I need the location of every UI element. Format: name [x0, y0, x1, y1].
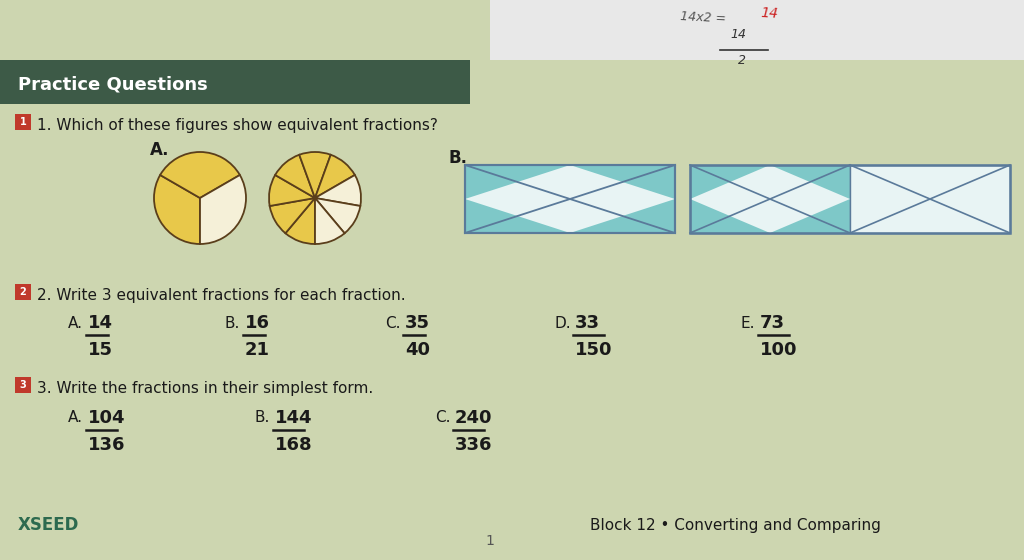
Wedge shape — [160, 152, 240, 198]
Text: Block 12 • Converting and Comparing: Block 12 • Converting and Comparing — [590, 518, 881, 533]
Wedge shape — [200, 175, 246, 244]
Text: 136: 136 — [88, 436, 126, 454]
Text: A.: A. — [68, 410, 83, 426]
Text: 21: 21 — [245, 341, 270, 359]
Text: 14: 14 — [760, 6, 778, 21]
Text: B.: B. — [225, 315, 241, 330]
Wedge shape — [315, 155, 355, 198]
Text: E.: E. — [740, 315, 755, 330]
Text: 1. Which of these figures show equivalent fractions?: 1. Which of these figures show equivalen… — [37, 118, 438, 133]
Bar — [0, 60, 470, 104]
Text: 168: 168 — [275, 436, 312, 454]
Text: C.: C. — [435, 410, 451, 426]
Bar — [490, 0, 1024, 60]
Wedge shape — [315, 175, 361, 206]
Text: 100: 100 — [760, 341, 798, 359]
Text: 240: 240 — [455, 409, 493, 427]
Text: Practice Questions: Practice Questions — [18, 75, 208, 93]
Wedge shape — [315, 198, 344, 244]
Text: 16: 16 — [245, 314, 270, 332]
Bar — [15, 114, 31, 130]
Wedge shape — [154, 175, 200, 244]
Bar — [690, 165, 850, 233]
Text: 35: 35 — [406, 314, 430, 332]
Text: 150: 150 — [575, 341, 612, 359]
Bar — [850, 165, 1010, 233]
Text: 2. Write 3 equivalent fractions for each fraction.: 2. Write 3 equivalent fractions for each… — [37, 287, 406, 302]
Text: A.: A. — [68, 315, 83, 330]
Wedge shape — [299, 152, 331, 198]
Text: 104: 104 — [88, 409, 126, 427]
Bar — [465, 165, 675, 233]
Bar — [465, 165, 675, 233]
Text: 40: 40 — [406, 341, 430, 359]
Text: 15: 15 — [88, 341, 113, 359]
Wedge shape — [269, 175, 315, 206]
Bar — [690, 165, 1010, 233]
Text: 2: 2 — [19, 287, 27, 297]
Text: 2: 2 — [738, 54, 746, 67]
Text: A.: A. — [150, 141, 170, 159]
Text: 1: 1 — [19, 117, 27, 127]
Text: 144: 144 — [275, 409, 312, 427]
Wedge shape — [269, 198, 315, 233]
Text: 14x2 =: 14x2 = — [680, 10, 726, 25]
Wedge shape — [315, 198, 360, 233]
Wedge shape — [286, 198, 315, 244]
Polygon shape — [465, 165, 675, 233]
Text: 73: 73 — [760, 314, 785, 332]
Text: B.: B. — [449, 149, 467, 167]
Text: 1: 1 — [485, 534, 495, 548]
Bar — [15, 377, 31, 393]
Text: B.: B. — [255, 410, 270, 426]
Text: D.: D. — [555, 315, 571, 330]
Wedge shape — [275, 155, 315, 198]
Bar — [15, 284, 31, 300]
Polygon shape — [690, 165, 850, 233]
Text: XSEED: XSEED — [18, 516, 80, 534]
Text: 3: 3 — [19, 380, 27, 390]
Text: 336: 336 — [455, 436, 493, 454]
Text: 14: 14 — [730, 28, 746, 41]
Text: 3. Write the fractions in their simplest form.: 3. Write the fractions in their simplest… — [37, 380, 374, 395]
Text: 14: 14 — [88, 314, 113, 332]
Text: 33: 33 — [575, 314, 600, 332]
Text: C.: C. — [385, 315, 400, 330]
